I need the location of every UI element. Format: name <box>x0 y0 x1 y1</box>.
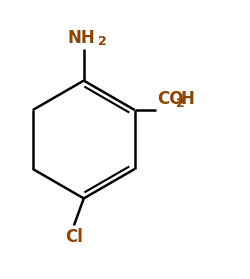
Text: 2: 2 <box>98 35 106 48</box>
Text: Cl: Cl <box>65 228 82 246</box>
Text: 2: 2 <box>175 97 184 110</box>
Text: CO: CO <box>156 90 183 108</box>
Text: NH: NH <box>67 29 95 47</box>
Text: H: H <box>180 90 193 108</box>
